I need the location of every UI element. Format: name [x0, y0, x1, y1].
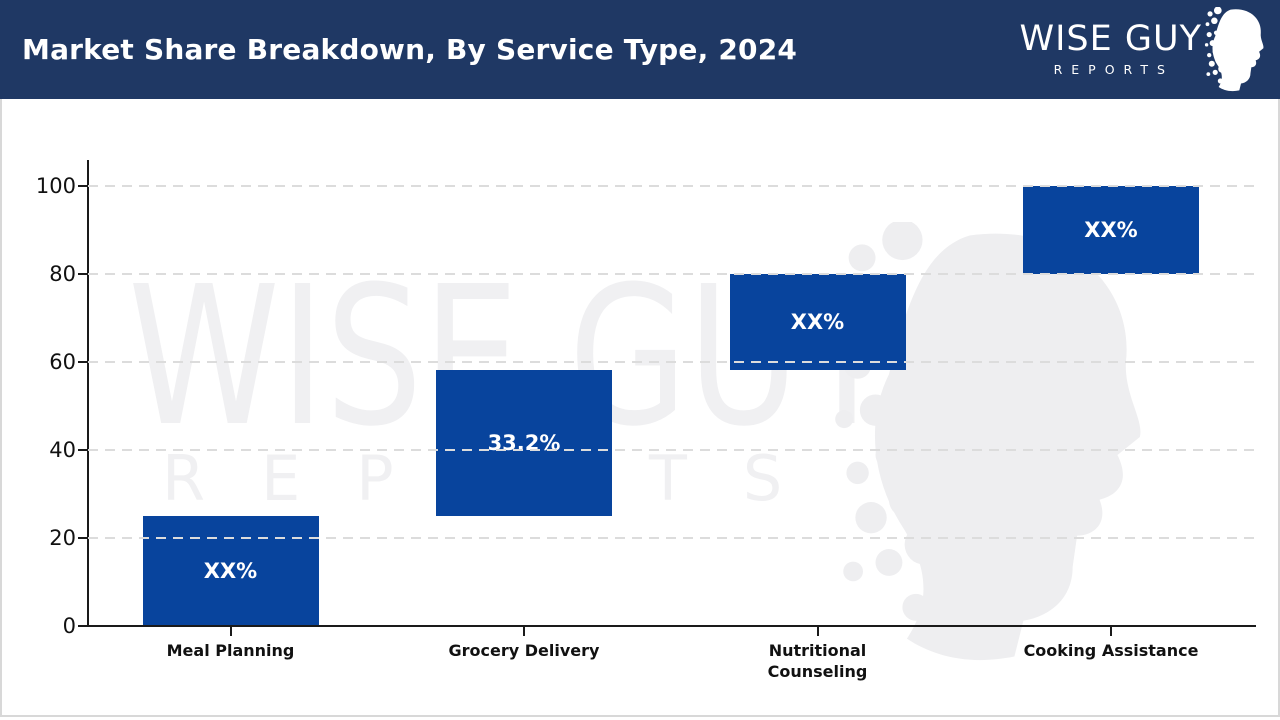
x-category-label-nutritional-counseling: Nutritional Counseling	[767, 641, 868, 681]
x-category-label-meal-planning: Meal Planning	[166, 641, 295, 660]
x-tickmark	[1110, 627, 1112, 636]
frame-line-bottom	[0, 715, 1280, 717]
header: Market Share Breakdown, By Service Type,…	[0, 0, 1280, 99]
x-category-label-cooking-assistance: Cooking Assistance	[1023, 641, 1199, 660]
bar-cooking-assistance: XX%	[1023, 186, 1199, 274]
y-tick-label: 40	[49, 438, 76, 462]
y-tickmark	[78, 273, 87, 275]
bar-value-label-grocery-delivery: 33.2%	[487, 430, 561, 455]
bar-value-label-nutritional-counseling: XX%	[790, 309, 845, 334]
frame-line-left	[0, 99, 2, 715]
wiseguy-logo: WISE GUY REPORTS	[1019, 6, 1266, 93]
logo-tagline: REPORTS	[1053, 62, 1174, 77]
y-tickmark	[78, 449, 87, 451]
x-axis	[87, 625, 1256, 627]
logo-wordmark: WISE GUY	[1019, 19, 1202, 59]
y-tick-label: 20	[49, 526, 76, 550]
bar-value-label-cooking-assistance: XX%	[1084, 218, 1138, 242]
x-category-label-grocery-delivery: Grocery Delivery	[448, 641, 600, 660]
y-axis	[87, 160, 89, 627]
y-tick-label: 80	[49, 262, 76, 286]
y-tick-label: 60	[49, 350, 76, 374]
page-title: Market Share Breakdown, By Service Type,…	[22, 33, 798, 66]
bar-grocery-delivery: 33.2%	[436, 369, 612, 516]
gridline	[88, 449, 1256, 451]
y-tick-label: 0	[62, 614, 76, 638]
logo-face-icon	[1204, 6, 1264, 91]
y-tickmark	[78, 185, 87, 187]
bar-value-label-meal-planning: XX%	[203, 559, 258, 583]
x-tickmark	[523, 627, 525, 636]
gridline	[88, 273, 1256, 275]
y-tickmark	[78, 361, 87, 363]
gridline	[88, 361, 1256, 363]
frame-line-right	[1278, 99, 1280, 715]
gridline	[88, 537, 1256, 539]
x-tickmark	[816, 627, 819, 636]
bar-nutritional-counseling: XX%	[729, 274, 906, 370]
x-tickmark	[229, 627, 232, 636]
y-tick-label: 100	[35, 174, 76, 198]
y-tickmark	[78, 537, 87, 539]
y-tickmark	[78, 625, 87, 627]
gridline	[88, 185, 1256, 187]
bar-meal-planning: XX%	[142, 516, 319, 626]
